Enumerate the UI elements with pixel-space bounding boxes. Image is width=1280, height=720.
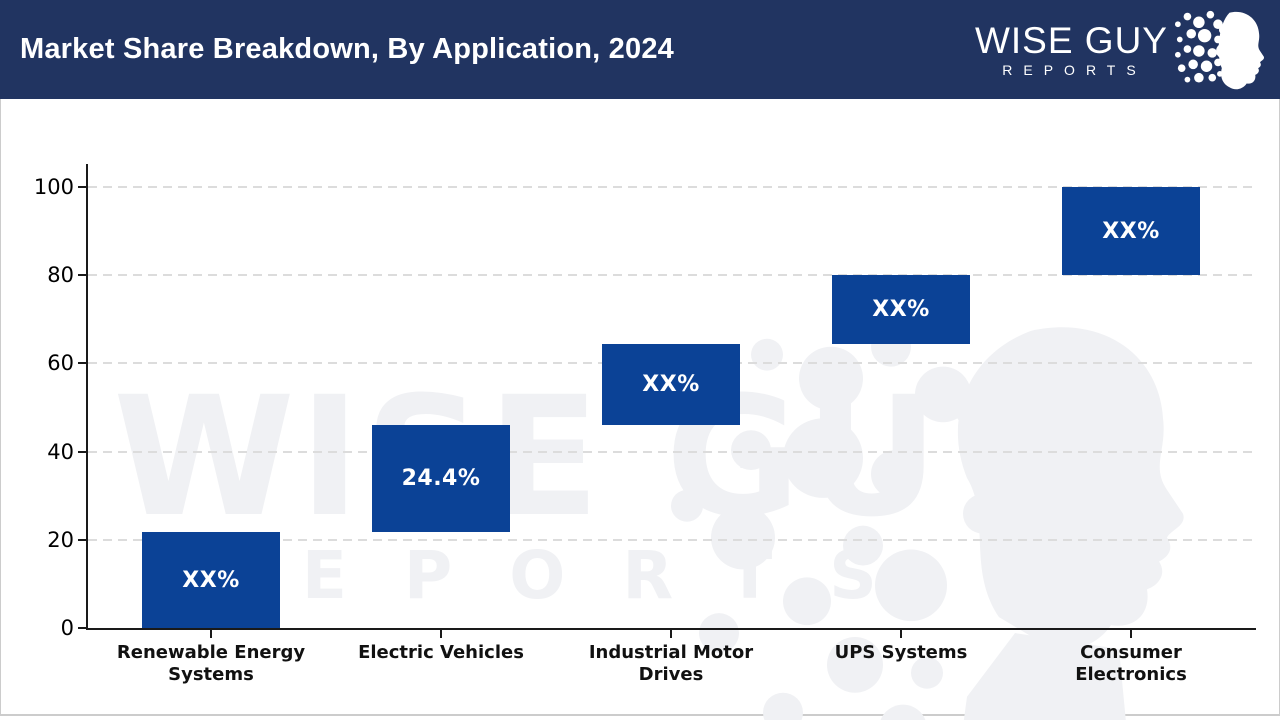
y-axis-tick [78,362,86,365]
x-tick-label: Consumer Electronics [1011,642,1251,686]
logo-text: WISE GUY REPORTS [974,19,1168,79]
y-axis-tick [78,450,86,453]
y-tick-label: 40 [47,439,74,464]
logo-wordmark: WISE GUY [974,19,1168,61]
y-tick-label: 0 [60,616,74,640]
y-axis-tick [78,627,86,629]
x-tick-label-line: Electronics [1075,663,1187,685]
dotted-face-logo-icon [1175,10,1265,90]
x-axis-tick [670,630,672,638]
gridline [88,186,1256,188]
x-tick-label: Renewable Energy Systems [91,642,331,686]
bar-value-label: XX% [1102,218,1160,244]
bar-industrial-motor-drives: XX% [602,343,740,425]
x-tick-label-line: Systems [168,663,254,685]
x-axis-tick [900,630,902,638]
x-tick-label-line: UPS Systems [834,642,968,663]
x-axis-tick [210,630,212,638]
bar-electric-vehicles: 24.4% [372,424,510,533]
gridline [88,274,1256,277]
bar-consumer-electronics: XX% [1062,187,1200,276]
page-title: Market Share Breakdown, By Application, … [20,33,674,65]
bar-value-label: XX% [872,296,930,322]
y-axis-tick [78,186,86,188]
bar-value-label: 24.4% [401,465,481,491]
bar-value-label: XX% [642,371,700,397]
y-axis-tick [78,274,86,277]
wise-guy-reports-logo: WISE GUY REPORTS [975,6,1266,94]
bar-renewable-energy-systems: XX% [142,532,280,628]
gridline [88,538,1256,541]
x-tick-label-line: Renewable Energy [116,642,306,663]
logo-sub: REPORTS [1002,62,1147,79]
watermark-face-icon [671,326,1184,720]
y-tick-label: 20 [47,527,74,552]
y-tick-label: 100 [33,175,74,199]
x-axis-line [86,628,1256,630]
header-bar: Market Share Breakdown, By Application, … [0,0,1280,99]
x-tick-label: Industrial Motor Drives [551,642,791,686]
x-axis-tick [1130,630,1132,638]
x-tick-label-line: Industrial Motor [588,642,754,663]
x-tick-label-line: Drives [638,663,704,685]
bar-ups-systems: XX% [832,275,970,344]
x-tick-label-line: Consumer [1080,642,1182,663]
x-tick-label-line: Electric Vehicles [358,642,524,663]
y-axis-tick [78,538,86,541]
y-axis-line [86,164,88,630]
x-tick-label: UPS Systems [781,642,1021,664]
bar-value-label: XX% [182,567,240,593]
y-tick-label: 80 [47,263,74,288]
y-tick-label: 60 [47,351,74,376]
gridline [88,450,1256,453]
x-axis-tick [440,630,442,638]
x-tick-label: Electric Vehicles [321,642,561,664]
